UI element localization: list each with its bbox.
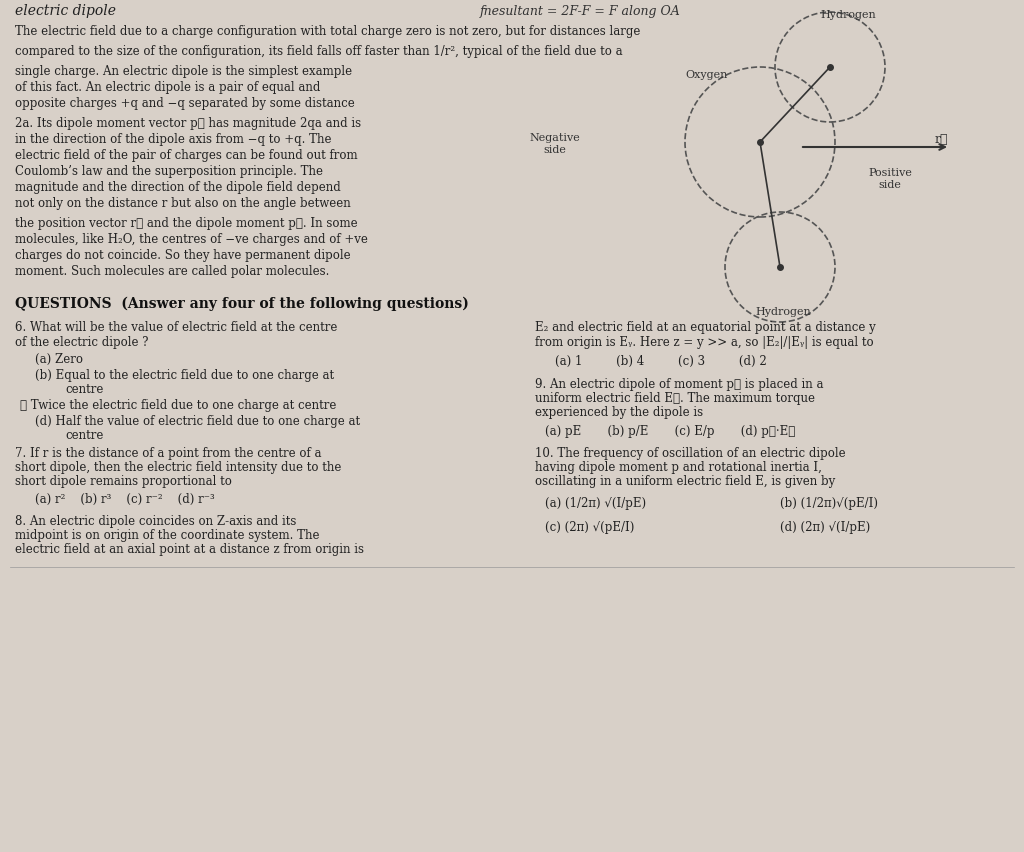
Text: in the direction of the dipole axis from −q to +q. The: in the direction of the dipole axis from… — [15, 133, 332, 146]
Text: experienced by the dipole is: experienced by the dipole is — [535, 406, 703, 418]
Text: not only on the distance r but also on the angle between: not only on the distance r but also on t… — [15, 197, 351, 210]
Text: electric dipole: electric dipole — [15, 4, 116, 18]
Text: opposite charges +q and −q separated by some distance: opposite charges +q and −q separated by … — [15, 97, 354, 110]
Text: (a) 1         (b) 4         (c) 3         (d) 2: (a) 1 (b) 4 (c) 3 (d) 2 — [555, 354, 767, 367]
Text: ✓ Twice the electric field due to one charge at centre: ✓ Twice the electric field due to one ch… — [20, 399, 336, 412]
Text: uniform electric field E⃗. The maximum torque: uniform electric field E⃗. The maximum t… — [535, 392, 815, 405]
Text: r⃗: r⃗ — [935, 133, 948, 146]
Text: magnitude and the direction of the dipole field depend: magnitude and the direction of the dipol… — [15, 181, 341, 193]
Text: (a) Zero: (a) Zero — [35, 353, 83, 366]
Text: centre: centre — [65, 429, 103, 441]
Text: 10. The frequency of oscillation of an electric dipole: 10. The frequency of oscillation of an e… — [535, 446, 846, 459]
Text: (a) r²    (b) r³    (c) r⁻²    (d) r⁻³: (a) r² (b) r³ (c) r⁻² (d) r⁻³ — [35, 492, 215, 505]
Text: Negative
side: Negative side — [529, 133, 581, 155]
Text: compared to the size of the configuration, its field falls off faster than 1/r²,: compared to the size of the configuratio… — [15, 45, 623, 58]
Text: (b) (1/2π)√(pE/I): (b) (1/2π)√(pE/I) — [780, 497, 878, 509]
Text: (d) (2π) √(I/pE): (d) (2π) √(I/pE) — [780, 521, 870, 533]
Text: 8. An electric dipole coincides on Z-axis and its: 8. An electric dipole coincides on Z-axi… — [15, 515, 296, 527]
Text: 7. If r is the distance of a point from the centre of a: 7. If r is the distance of a point from … — [15, 446, 322, 459]
Text: oscillating in a uniform electric field E, is given by: oscillating in a uniform electric field … — [535, 475, 836, 487]
Text: Hydrogen: Hydrogen — [755, 307, 811, 317]
Text: short dipole remains proportional to: short dipole remains proportional to — [15, 475, 231, 487]
Text: of this fact. An electric dipole is a pair of equal and: of this fact. An electric dipole is a pa… — [15, 81, 321, 94]
Text: charges do not coincide. So they have permanent dipole: charges do not coincide. So they have pe… — [15, 249, 350, 262]
Text: from origin is Eᵧ. Here z = y >> a, so |E₂|/|Eᵧ| is equal to: from origin is Eᵧ. Here z = y >> a, so |… — [535, 336, 873, 348]
Text: E₂ and electric field at an equatorial point at a distance y: E₂ and electric field at an equatorial p… — [535, 320, 876, 334]
Text: (d) Half the value of electric field due to one charge at: (d) Half the value of electric field due… — [35, 415, 360, 428]
Text: 2a. Its dipole moment vector p⃗ has magnitude 2qa and is: 2a. Its dipole moment vector p⃗ has magn… — [15, 117, 361, 130]
Text: (b) Equal to the electric field due to one charge at: (b) Equal to the electric field due to o… — [35, 369, 334, 382]
Text: centre: centre — [65, 383, 103, 395]
Text: QUESTIONS  (Answer any four of the following questions): QUESTIONS (Answer any four of the follow… — [15, 296, 469, 311]
Text: of the electric dipole ?: of the electric dipole ? — [15, 336, 148, 348]
Text: molecules, like H₂O, the centres of −ve charges and of +ve: molecules, like H₂O, the centres of −ve … — [15, 233, 368, 245]
Text: 9. An electric dipole of moment p⃗ is placed in a: 9. An electric dipole of moment p⃗ is pl… — [535, 377, 823, 390]
Text: (c) (2π) √(pE/I): (c) (2π) √(pE/I) — [545, 521, 635, 533]
Text: single charge. An electric dipole is the simplest example: single charge. An electric dipole is the… — [15, 65, 352, 78]
Text: midpoint is on origin of the coordinate system. The: midpoint is on origin of the coordinate … — [15, 528, 319, 541]
Text: fnesultant = 2F-F = F along OA: fnesultant = 2F-F = F along OA — [480, 5, 681, 18]
Text: short dipole, then the electric field intensity due to the: short dipole, then the electric field in… — [15, 460, 341, 474]
Text: 6. What will be the value of electric field at the centre: 6. What will be the value of electric fi… — [15, 320, 337, 334]
Text: the position vector r⃗ and the dipole moment p⃗. In some: the position vector r⃗ and the dipole mo… — [15, 216, 357, 230]
Text: electric field of the pair of charges can be found out from: electric field of the pair of charges ca… — [15, 149, 357, 162]
Text: moment. Such molecules are called polar molecules.: moment. Such molecules are called polar … — [15, 265, 330, 278]
Text: Oxygen: Oxygen — [685, 70, 727, 80]
Text: Coulomb’s law and the superposition principle. The: Coulomb’s law and the superposition prin… — [15, 164, 323, 178]
Text: Hydrogen: Hydrogen — [820, 10, 876, 20]
Text: Positive
side: Positive side — [868, 168, 912, 190]
Text: The electric field due to a charge configuration with total charge zero is not z: The electric field due to a charge confi… — [15, 25, 640, 38]
Text: (a) (1/2π) √(I/pE): (a) (1/2π) √(I/pE) — [545, 497, 646, 509]
Text: electric field at an axial point at a distance z from origin is: electric field at an axial point at a di… — [15, 543, 364, 556]
Text: having dipole moment p and rotational inertia I,: having dipole moment p and rotational in… — [535, 460, 822, 474]
Text: (a) pE       (b) p/E       (c) E/p       (d) p⃗·E⃗: (a) pE (b) p/E (c) E/p (d) p⃗·E⃗ — [545, 424, 796, 437]
